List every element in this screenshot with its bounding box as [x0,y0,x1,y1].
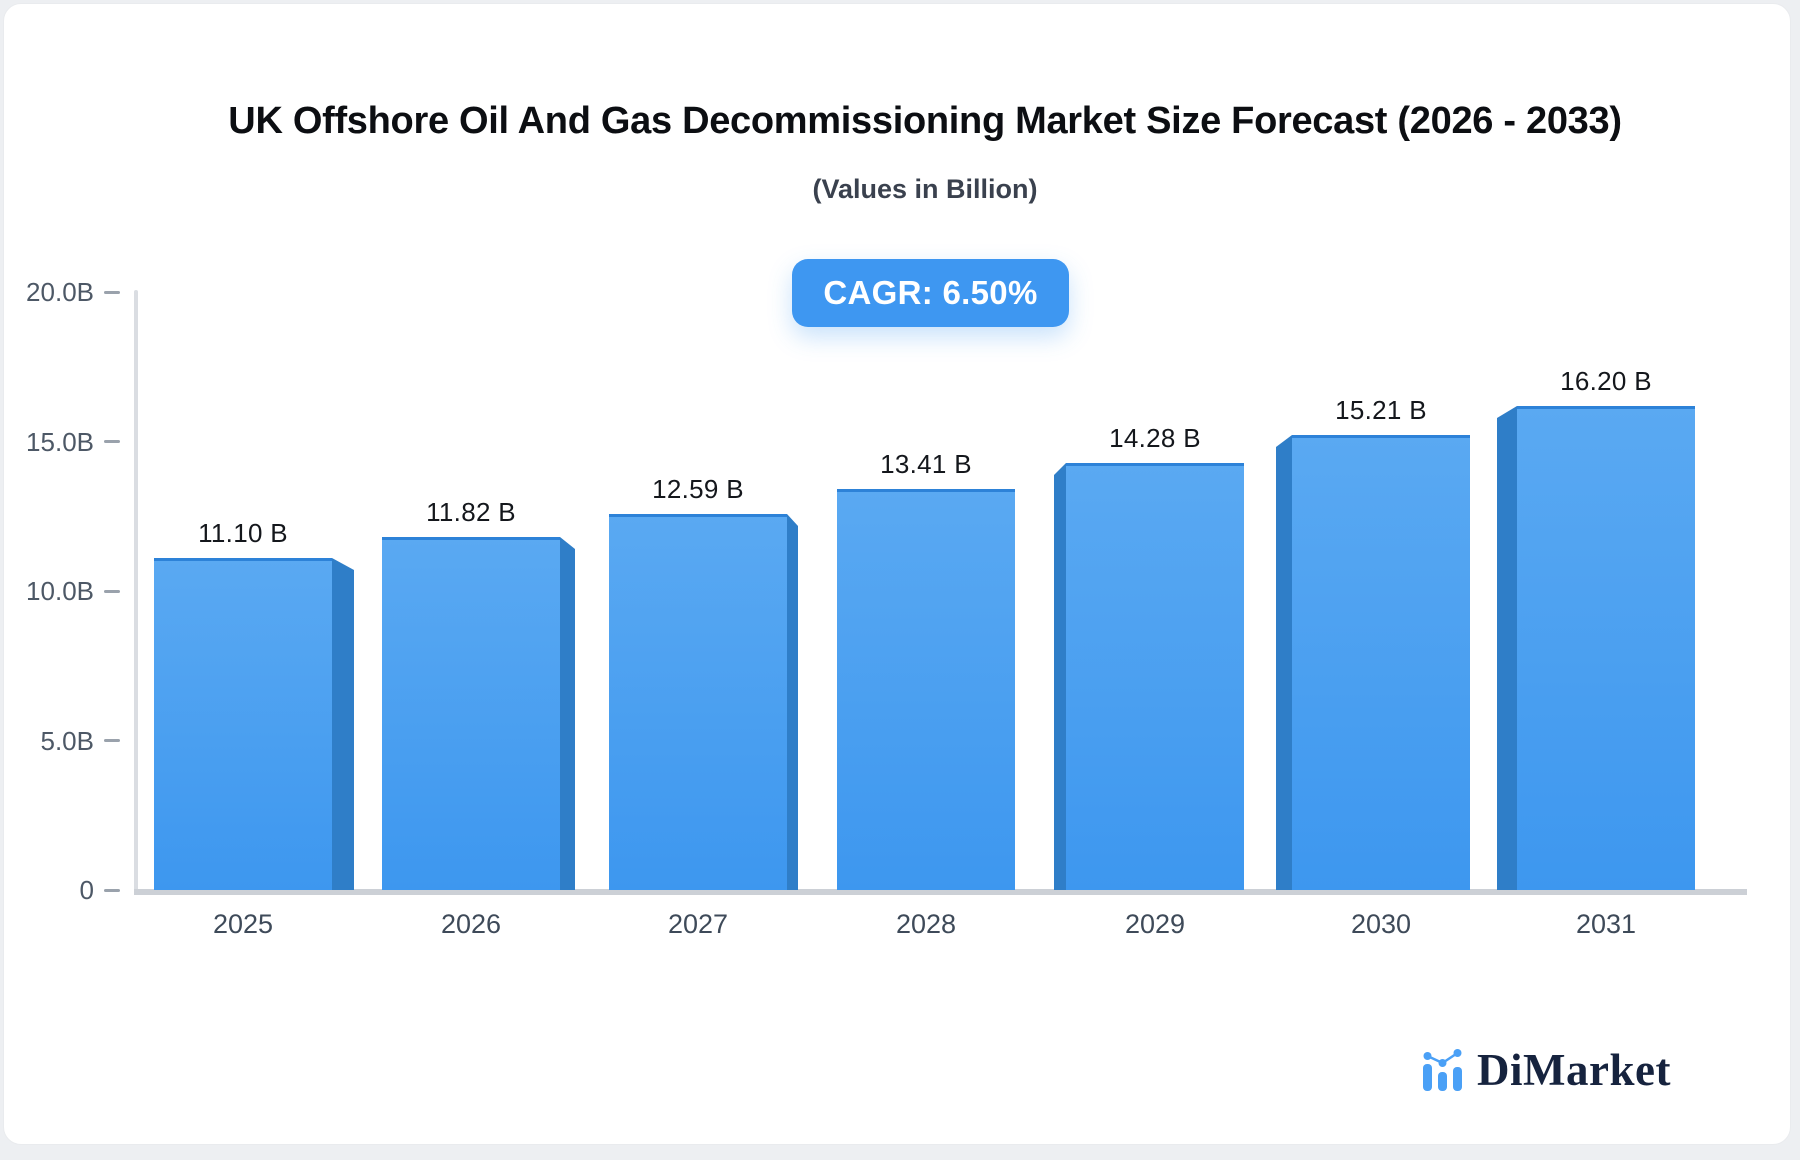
bar-column-2028[interactable] [837,489,1015,890]
brand-name: DiMarket [1477,1045,1671,1095]
bar-value-label: 15.21 B [1335,395,1427,425]
bar-column-2025[interactable] [154,558,332,890]
cagr-badge: CAGR: 6.50% [792,259,1069,327]
cagr-badge-label: CAGR: 6.50% [823,274,1038,311]
y-tick-dash [104,440,120,443]
y-tick-dash [104,739,120,742]
y-tick-label: 5.0B [40,725,95,756]
y-tick-label: 15.0B [26,426,94,457]
x-tick-label-2028: 2028 [895,909,957,939]
bar-side-face [787,514,798,890]
bar-value-label: 16.20 B [1560,366,1652,396]
bar-value-label: 12.59 B [652,474,744,504]
x-tick-label-2026: 2026 [440,909,502,939]
bar-side-face [560,537,575,890]
bar-value-label: 14.28 B [1109,423,1201,453]
bar-side-face [1276,435,1292,890]
y-tick-dash [104,290,120,294]
bar-side-face [1054,463,1066,890]
x-tick-label-2029: 2029 [1124,909,1186,939]
x-tick-label-2030: 2030 [1350,909,1412,939]
x-tick-label-2025: 2025 [212,909,274,939]
y-tick-dash [104,589,120,593]
dimarket-bars-logo-icon [1423,1048,1462,1091]
bar-column-2026[interactable] [382,537,560,890]
y-tick-dash [104,888,120,892]
bar-column-2029[interactable] [1066,463,1244,890]
bar-side-face [1497,406,1517,890]
x-tick-label-2027: 2027 [667,909,729,939]
chart-card: UK Offshore Oil And Gas Decommissioning … [3,3,1791,1145]
y-tick-label: 0 [79,875,94,905]
y-tick-label: 10.0B [26,576,94,606]
bar-column-2031[interactable] [1517,406,1695,890]
bar-side-face [332,558,354,890]
x-tick-label-2031: 2031 [1575,909,1637,939]
brand-watermark: DiMarket [1422,1042,1671,1098]
x-axis-baseline [134,889,1747,895]
y-axis-line [134,290,138,892]
bar-chart-plot: 20.0B 15.0B 10.0B 5.0B 0 11.10 B 2025 11.82 B 20… [4,4,1800,1160]
chart-subtitle: (Values in Billion) [812,174,1038,204]
bar-value-label: 11.10 B [198,518,288,548]
bar-value-label: 11.82 B [426,497,516,527]
bar-column-2027[interactable] [609,514,787,890]
chart-title: UK Offshore Oil And Gas Decommissioning … [228,100,1622,142]
bar-column-2030[interactable] [1292,435,1470,890]
y-tick-label: 20.0B [26,277,94,307]
bar-value-label: 13.41 B [880,449,972,479]
